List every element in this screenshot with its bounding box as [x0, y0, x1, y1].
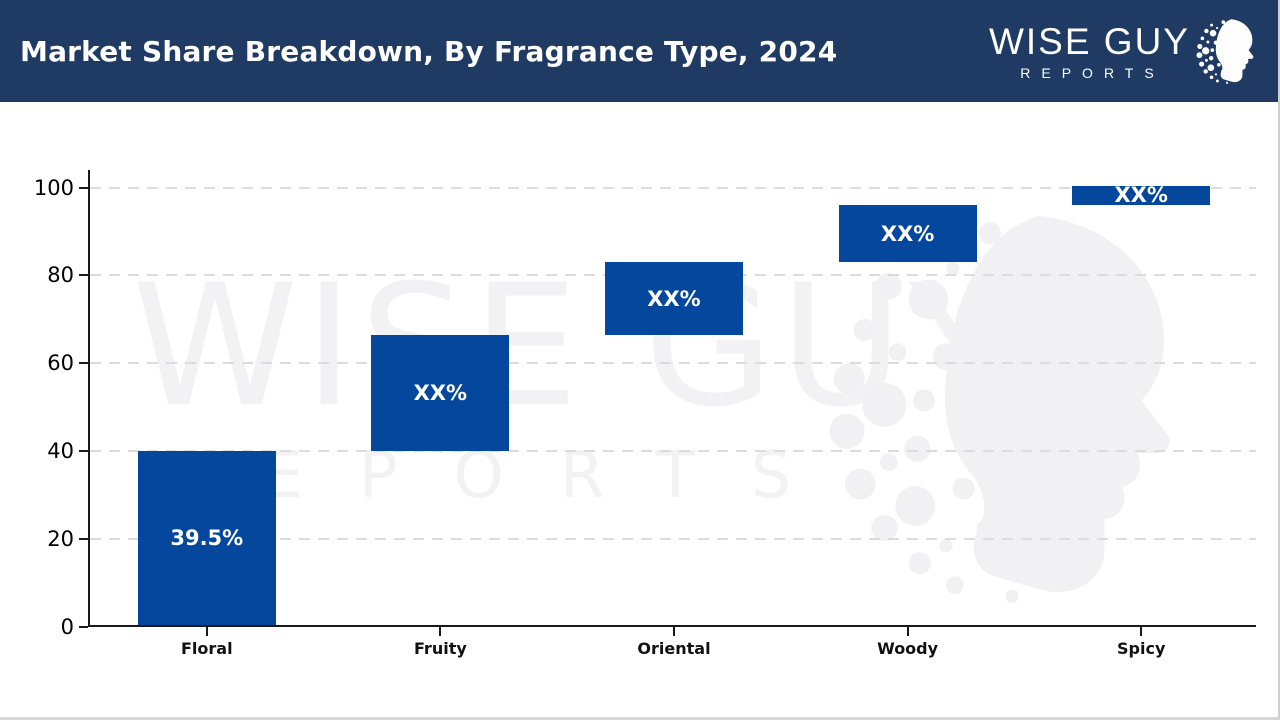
x-tick-mark-fruity — [439, 627, 442, 636]
x-tick-label-woody: Woody — [877, 639, 939, 658]
y-tick-mark-60 — [79, 362, 88, 365]
wise-guy-logo: WISE GUY REPORTS — [989, 17, 1268, 85]
gridline-60 — [90, 362, 1256, 365]
y-tick-label-20: 20 — [47, 527, 74, 552]
header-bar: Market Share Breakdown, By Fragrance Typ… — [0, 0, 1278, 102]
x-tick-mark-floral — [205, 627, 208, 636]
bar-fruity: XX% — [371, 335, 510, 452]
bar-label-fruity: XX% — [413, 381, 468, 406]
logo-wordmark: WISE GUY — [988, 20, 1190, 62]
y-tick-mark-100 — [79, 186, 88, 189]
bar-label-spicy: XX% — [1114, 183, 1168, 208]
bar-woody: XX% — [838, 205, 977, 263]
plot-area: 0 20 40 60 80 100 39.5% Floral XX% Fruity XX% Orien… — [34, 170, 1256, 658]
y-tick-label-0: 0 — [60, 615, 74, 639]
y-tick-label-100: 100 — [33, 175, 74, 200]
x-tick-label-spicy: Spicy — [1117, 639, 1166, 658]
x-tick-label-fruity: Fruity — [414, 639, 467, 658]
logo-subtext: REPORTS — [1020, 64, 1165, 81]
y-tick-label-40: 40 — [47, 439, 74, 464]
gridline-20 — [90, 538, 1256, 541]
y-tick-label-60: 60 — [47, 351, 74, 376]
logo-head-icon — [1196, 19, 1254, 84]
bar-label-oriental: XX% — [647, 286, 701, 311]
x-tick-label-oriental: Oriental — [637, 639, 711, 658]
logo-text: WISE GUY REPORTS — [989, 23, 1190, 80]
watermark: WISE GUY REPORTS — [132, 262, 1018, 508]
y-tick-mark-20 — [79, 538, 88, 541]
chart-region: WISE GUY REPORTS 0 20 40 60 80 100 39.5% Floral… — [0, 102, 1278, 717]
bar-oriental: XX% — [605, 262, 743, 335]
bar-spicy: XX% — [1072, 183, 1211, 208]
page-title: Market Share Breakdown, By Fragrance Typ… — [20, 34, 838, 68]
y-tick-label-80: 80 — [47, 263, 74, 288]
gridline-100 — [90, 186, 1256, 189]
x-tick-label-floral: Floral — [181, 639, 233, 658]
x-tick-mark-woody — [906, 627, 909, 636]
bar-label-floral: 39.5% — [170, 526, 244, 551]
x-tick-mark-spicy — [1140, 627, 1143, 636]
gridline-40 — [90, 450, 1256, 453]
bar-floral: 39.5% — [137, 451, 276, 625]
x-tick-mark-oriental — [673, 627, 675, 636]
y-tick-mark-0 — [79, 626, 88, 628]
y-tick-mark-80 — [79, 274, 88, 277]
bar-label-woody: XX% — [880, 221, 935, 246]
y-tick-mark-40 — [79, 450, 88, 453]
